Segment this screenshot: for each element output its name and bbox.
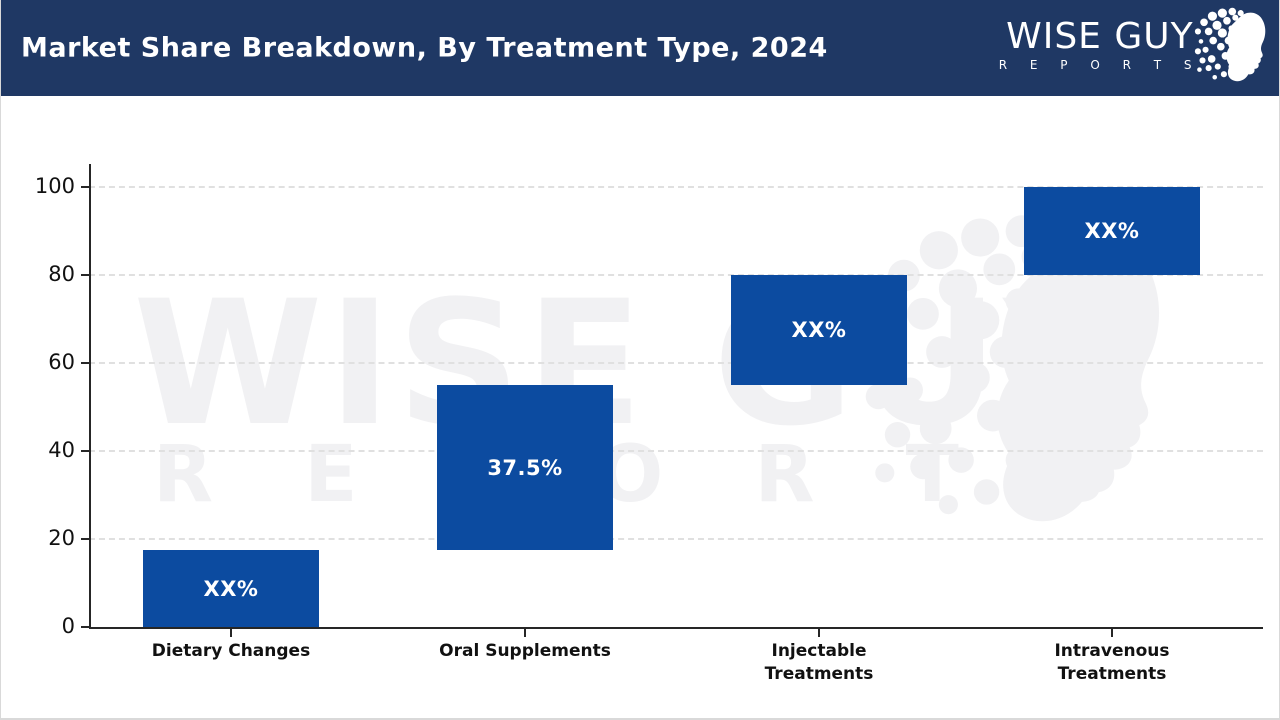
y-axis-tick-60 <box>81 362 89 364</box>
bar-value-label: XX% <box>203 576 259 601</box>
x-axis-tick-2 <box>524 629 526 637</box>
gridline-80 <box>89 274 1263 276</box>
y-axis-tick-100 <box>81 186 89 188</box>
brand-name: WISE GUY <box>1006 16 1194 57</box>
y-tick-label-40: 40 <box>48 438 75 462</box>
y-axis-tick-40 <box>81 450 89 452</box>
x-axis-tick-1 <box>230 629 232 637</box>
page-title: Market Share Breakdown, By Treatment Typ… <box>21 32 828 64</box>
gridline-60 <box>89 362 1263 364</box>
bar-4: XX% <box>1024 187 1200 275</box>
bar-3: XX% <box>731 275 907 385</box>
head-profile-icon <box>1194 7 1266 82</box>
brand-subtitle: R E P O R T S <box>998 58 1201 72</box>
y-tick-label-20: 20 <box>48 526 75 550</box>
x-category-label: Oral Supplements <box>439 641 611 661</box>
bar-value-label: XX% <box>791 318 847 342</box>
x-category-label: Dietary Changes <box>151 641 311 661</box>
y-tick-label-0: 0 <box>61 614 75 638</box>
x-axis-line <box>89 627 1263 629</box>
bar-1: XX% <box>143 550 319 627</box>
brand-logo: WISE GUY R E P O R T S <box>999 7 1269 91</box>
y-axis-tick-20 <box>81 538 89 540</box>
x-category-label: Injectable Treatments <box>764 641 874 684</box>
y-tick-label-100: 100 <box>34 174 75 198</box>
y-tick-label-60: 60 <box>48 350 75 374</box>
y-axis-tick-80 <box>81 274 89 276</box>
gridline-100 <box>89 186 1263 188</box>
gridline-40 <box>89 450 1263 452</box>
gridline-20 <box>89 538 1263 540</box>
bar-value-label: 37.5% <box>487 455 563 480</box>
y-tick-label-80: 80 <box>48 262 75 286</box>
y-axis-line <box>89 164 91 629</box>
bar-2: 37.5% <box>437 385 613 550</box>
x-axis-tick-3 <box>818 629 820 637</box>
x-axis-tick-4 <box>1111 629 1113 637</box>
x-category-label: Intravenous Treatments <box>1054 641 1170 684</box>
y-axis-tick-0 <box>81 626 89 628</box>
header-bar: Market Share Breakdown, By Treatment Typ… <box>1 0 1279 96</box>
brand-logo-text: WISE GUY R E P O R T S <box>998 16 1201 73</box>
bar-value-label: XX% <box>1084 219 1140 243</box>
